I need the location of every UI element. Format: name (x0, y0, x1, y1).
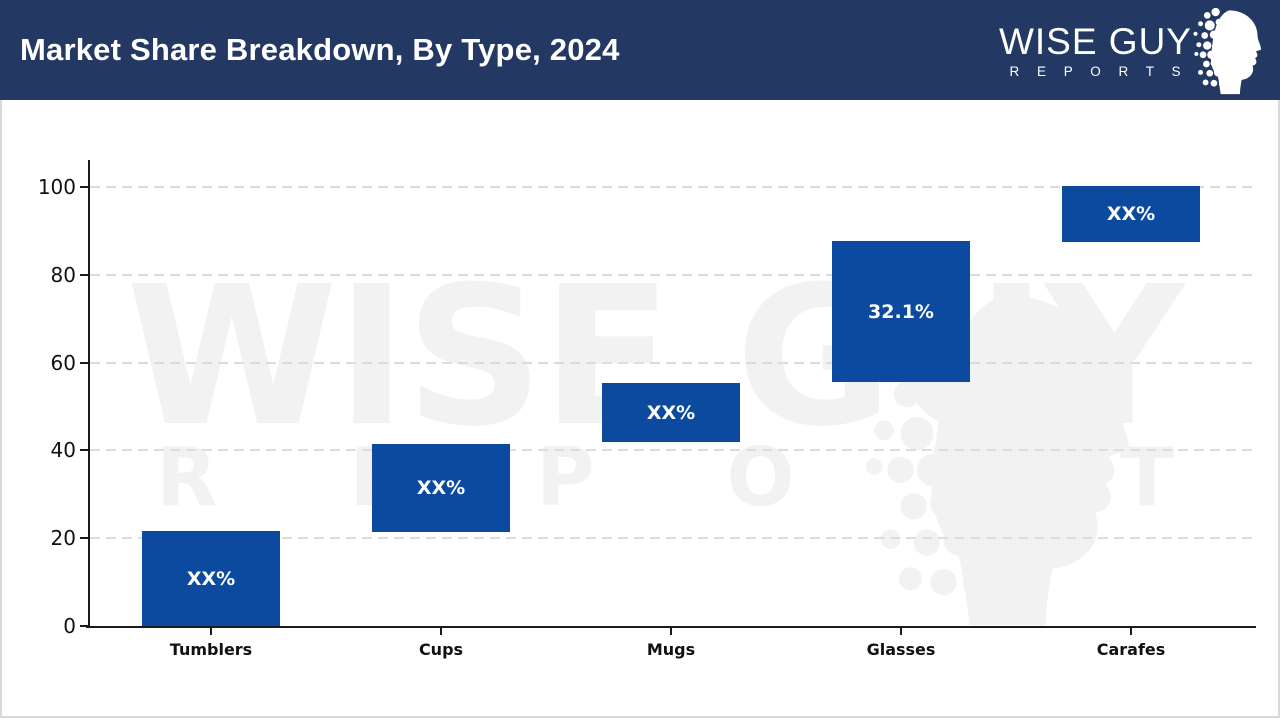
bar-value-label-carafes: XX% (1106, 202, 1156, 225)
y-tick-label-40: 40 (50, 438, 76, 463)
x-axis-line (86, 626, 1256, 628)
bar-value-label-cups: XX% (416, 476, 466, 499)
y-tick-label-80: 80 (50, 262, 76, 287)
brand-tagline: R E P O R T S (1009, 64, 1188, 79)
x-tick-label-carafes: Carafes (1096, 640, 1166, 659)
y-tick-label-0: 0 (63, 614, 76, 638)
x-tick-label-tumblers: Tumblers (169, 640, 253, 659)
y-tick-0 (80, 625, 88, 627)
y-tick-20 (80, 537, 88, 540)
x-tick-mugs (670, 628, 672, 635)
x-tick-label-cups: Cups (418, 640, 464, 659)
gridline-100 (90, 186, 1256, 188)
brand-logo: WISE GUY R E P O R T S (999, 6, 1270, 96)
brand-logo-text: WISE GUY R E P O R T S (999, 23, 1192, 79)
frame-bottom-line (0, 716, 1280, 718)
x-tick-glasses (900, 628, 902, 635)
header-bar: Market Share Breakdown, By Type, 2024 WI… (0, 0, 1280, 100)
y-tick-80 (80, 273, 88, 276)
frame-right-line (1278, 100, 1280, 718)
x-tick-label-mugs: Mugs (646, 640, 696, 659)
bar-value-label-glasses: 32.1% (868, 300, 934, 323)
bar-value-label-tumblers: XX% (186, 567, 236, 590)
brand-name: WISE GUY (998, 21, 1192, 62)
y-tick-label-20: 20 (50, 526, 76, 551)
y-axis-line (88, 160, 90, 628)
y-tick-40 (80, 449, 88, 452)
y-tick-label-100: 100 (37, 175, 76, 199)
gridline-60 (90, 361, 1256, 364)
page-title: Market Share Breakdown, By Type, 2024 (20, 32, 620, 67)
gridline-20 (90, 537, 1256, 540)
x-tick-cups (440, 628, 442, 635)
bar-glasses: 32.1% (832, 241, 970, 383)
frame-left-line (0, 100, 2, 718)
gridline-80 (90, 273, 1256, 276)
y-tick-label-60: 60 (50, 350, 76, 375)
gridline-40 (90, 449, 1256, 452)
bar-carafes: XX% (1062, 186, 1200, 242)
x-tick-carafes (1130, 628, 1132, 635)
bar-value-label-mugs: XX% (646, 401, 696, 424)
bar-mugs: XX% (602, 382, 740, 443)
x-tick-tumblers (210, 628, 212, 635)
bar-tumblers: XX% (142, 531, 280, 626)
x-tick-label-glasses: Glasses (866, 640, 936, 659)
y-tick-100 (80, 186, 88, 188)
bar-cups: XX% (372, 443, 510, 532)
y-tick-60 (80, 361, 88, 364)
